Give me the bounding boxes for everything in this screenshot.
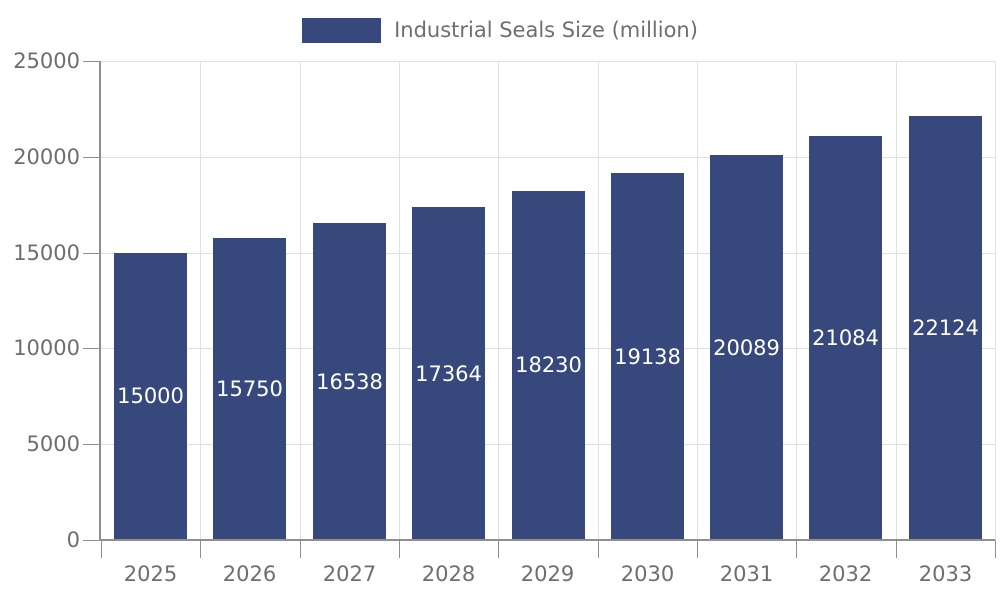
x-gridline	[300, 61, 301, 540]
x-gridline	[399, 61, 400, 540]
x-gridline	[896, 61, 897, 540]
y-tick-label: 20000	[13, 145, 80, 169]
bar-value-label: 20089	[713, 336, 780, 360]
x-tick	[498, 540, 499, 558]
x-tick-label: 2029	[520, 562, 575, 586]
x-tick-label: 2025	[123, 562, 178, 586]
y-tick	[83, 253, 101, 254]
y-gridline	[101, 61, 995, 62]
y-tick	[83, 61, 101, 62]
y-tick-label: 5000	[26, 432, 80, 456]
bar[interactable]	[412, 207, 485, 540]
bar-value-label: 21084	[812, 326, 879, 350]
x-gridline	[498, 61, 499, 540]
x-axis-line	[99, 539, 995, 541]
x-tick-label: 2030	[620, 562, 675, 586]
bar[interactable]	[710, 155, 783, 540]
y-gridline	[101, 157, 995, 158]
y-tick	[83, 157, 101, 158]
y-tick	[83, 348, 101, 349]
bar-value-label: 16538	[316, 370, 383, 394]
x-tick	[101, 540, 102, 558]
bar[interactable]	[611, 173, 684, 540]
bar[interactable]	[909, 116, 982, 540]
bar-value-label: 22124	[912, 316, 979, 340]
x-gridline	[200, 61, 201, 540]
bar-value-label: 19138	[614, 345, 681, 369]
bar-value-label: 17364	[415, 362, 482, 386]
x-gridline	[995, 61, 996, 540]
x-tick-label: 2027	[322, 562, 377, 586]
x-tick	[995, 540, 996, 558]
x-gridline	[697, 61, 698, 540]
x-tick-label: 2033	[918, 562, 973, 586]
y-axis-line	[99, 61, 101, 540]
y-tick-label: 25000	[13, 49, 80, 73]
bar-value-label: 15750	[216, 377, 283, 401]
x-tick	[399, 540, 400, 558]
bar-value-label: 15000	[117, 384, 184, 408]
y-tick	[83, 540, 101, 541]
x-tick	[598, 540, 599, 558]
y-tick-label: 15000	[13, 241, 80, 265]
y-tick-label: 0	[66, 528, 80, 552]
x-tick-label: 2031	[719, 562, 774, 586]
x-tick	[200, 540, 201, 558]
x-tick-label: 2032	[818, 562, 873, 586]
bar[interactable]	[809, 136, 882, 540]
x-tick	[896, 540, 897, 558]
legend-label: Industrial Seals Size (million)	[394, 18, 698, 42]
x-gridline	[796, 61, 797, 540]
y-tick-label: 10000	[13, 336, 80, 360]
x-tick-label: 2026	[222, 562, 277, 586]
bar-value-label: 18230	[515, 353, 582, 377]
x-tick	[796, 540, 797, 558]
legend-swatch	[302, 18, 382, 43]
bar[interactable]	[313, 223, 386, 540]
bar[interactable]	[512, 191, 585, 540]
legend[interactable]: Industrial Seals Size (million)	[0, 18, 1000, 43]
x-tick-label: 2028	[421, 562, 476, 586]
bar[interactable]	[213, 238, 286, 540]
bar[interactable]	[114, 253, 187, 540]
x-gridline	[598, 61, 599, 540]
x-tick	[697, 540, 698, 558]
x-tick	[300, 540, 301, 558]
y-tick	[83, 444, 101, 445]
